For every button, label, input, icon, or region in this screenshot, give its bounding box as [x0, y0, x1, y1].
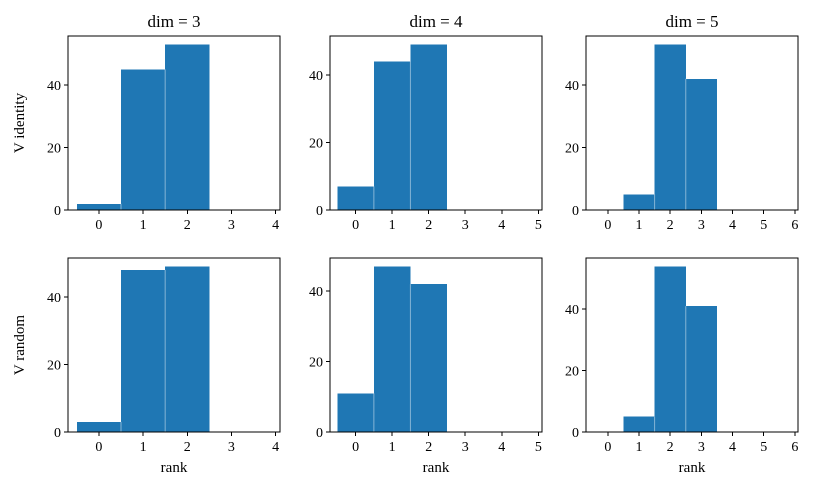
- y-tick-label: 20: [47, 142, 61, 157]
- y-axis-label: V random: [12, 315, 28, 375]
- subplot-title: dim = 3: [147, 12, 200, 31]
- plot-frame: [585, 35, 799, 211]
- x-tick-label: 4: [272, 218, 279, 233]
- histogram-bar-rank-1: [121, 269, 166, 432]
- x-tick-label: 0: [604, 440, 611, 455]
- subplot-r0-c1: 0 1 2 3 4 5 0 20 40 dim = 4: [309, 12, 543, 233]
- x-tick-label: 0: [95, 218, 102, 233]
- x-tick-label: 0: [604, 218, 611, 233]
- histogram-bar-rank-0: [76, 421, 121, 432]
- x-tick-label: 3: [698, 440, 705, 455]
- x-tick-label: 0: [95, 440, 102, 455]
- histogram-bar-rank-1: [373, 61, 411, 210]
- y-tick-label: 40: [309, 285, 323, 300]
- y-tick-label: 40: [309, 69, 323, 84]
- subplot-r1-c2: 0 1 2 3 4 5 6 0 20 40 rank: [565, 257, 799, 476]
- histogram-bar-rank-1: [623, 194, 655, 210]
- x-tick-label: 0: [352, 218, 359, 233]
- x-tick-label: 4: [272, 440, 279, 455]
- y-tick-label: 40: [565, 79, 579, 94]
- x-tick-label: 2: [667, 440, 674, 455]
- histogram-bar-rank-2: [654, 266, 686, 432]
- x-tick-label: 1: [140, 218, 147, 233]
- x-tick-label: 3: [462, 218, 469, 233]
- y-tick-label: 0: [572, 426, 579, 441]
- y-tick-label: 0: [316, 204, 323, 219]
- y-tick-label: 0: [316, 426, 323, 441]
- plot-frame: [329, 257, 543, 433]
- plot-frame: [329, 35, 543, 211]
- y-tick-label: 0: [54, 204, 61, 219]
- subplot-title: dim = 5: [665, 12, 718, 31]
- y-tick-label: 20: [47, 358, 61, 373]
- x-axis-label: rank: [423, 460, 450, 476]
- x-tick-label: 5: [760, 218, 767, 233]
- x-tick-label: 1: [636, 218, 643, 233]
- x-tick-label: 2: [184, 218, 191, 233]
- histogram-bar-rank-3: [685, 78, 717, 211]
- y-tick-label: 20: [309, 356, 323, 371]
- subplot-r1-c1: 0 1 2 3 4 5 0 20 40 rank: [309, 257, 543, 476]
- histogram-bar-rank-2: [165, 266, 210, 432]
- histogram-bar-rank-1: [623, 416, 655, 432]
- y-tick-label: 40: [47, 79, 61, 94]
- x-tick-label: 3: [228, 218, 235, 233]
- x-tick-label: 6: [791, 440, 798, 455]
- plot-frame: [67, 257, 281, 433]
- x-tick-label: 6: [791, 218, 798, 233]
- y-tick-label: 20: [565, 142, 579, 157]
- x-tick-label: 2: [425, 440, 432, 455]
- x-tick-label: 1: [140, 440, 147, 455]
- histogram-bar-rank-1: [121, 69, 166, 210]
- x-tick-label: 3: [228, 440, 235, 455]
- x-tick-label: 2: [667, 218, 674, 233]
- y-tick-label: 0: [572, 204, 579, 219]
- histogram-bar-rank-0: [76, 203, 121, 210]
- histogram-bar-rank-2: [654, 44, 686, 210]
- y-tick-label: 20: [565, 365, 579, 380]
- histogram-bar-rank-0: [337, 186, 374, 210]
- x-tick-label: 2: [425, 218, 432, 233]
- y-tick-label: 0: [54, 426, 61, 441]
- y-tick-label: 20: [309, 136, 323, 151]
- y-axis-label: V identity: [12, 92, 28, 153]
- subplot-title: dim = 4: [409, 12, 463, 31]
- x-tick-label: 1: [389, 440, 396, 455]
- histogram-bar-rank-2: [165, 44, 210, 210]
- y-tick-label: 40: [565, 303, 579, 318]
- x-tick-label: 5: [535, 218, 542, 233]
- x-tick-label: 5: [535, 440, 542, 455]
- x-tick-label: 2: [184, 440, 191, 455]
- x-tick-label: 4: [498, 440, 505, 455]
- plot-frame: [67, 35, 281, 211]
- histogram-bar-rank-3: [685, 306, 717, 432]
- plot-frame: [585, 257, 799, 433]
- histogram-bar-rank-0: [337, 393, 374, 432]
- histogram-bar-rank-2: [410, 284, 447, 432]
- x-tick-label: 1: [636, 440, 643, 455]
- y-tick-label: 40: [47, 291, 61, 306]
- x-tick-label: 4: [729, 218, 736, 233]
- histogram-bar-rank-1: [373, 266, 411, 432]
- x-axis-label: rank: [679, 460, 706, 476]
- histogram-bar-rank-2: [410, 44, 447, 211]
- x-tick-label: 3: [462, 440, 469, 455]
- x-tick-label: 4: [498, 218, 505, 233]
- x-tick-label: 3: [698, 218, 705, 233]
- x-tick-label: 1: [389, 218, 396, 233]
- subplot-r0-c2: 0 1 2 3 4 5 6 0 20 40 dim = 5: [565, 12, 799, 233]
- x-tick-label: 0: [352, 440, 359, 455]
- x-tick-label: 4: [729, 440, 736, 455]
- x-tick-label: 5: [760, 440, 767, 455]
- x-axis-label: rank: [161, 460, 188, 476]
